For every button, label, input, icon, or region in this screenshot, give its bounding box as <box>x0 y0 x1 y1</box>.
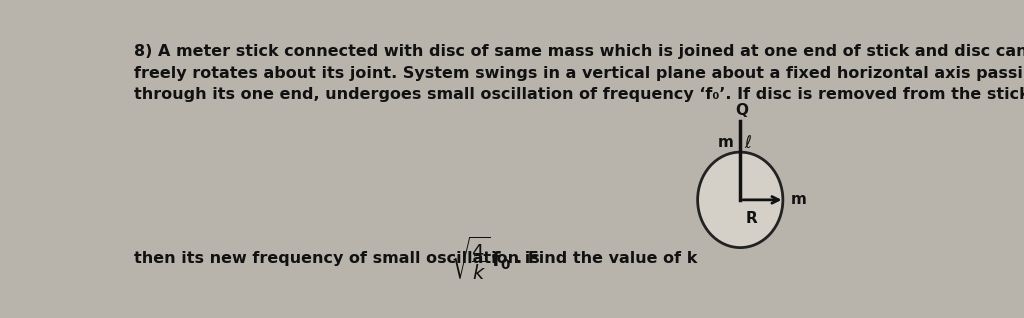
Text: ℓ: ℓ <box>744 134 751 152</box>
Text: $\sqrt{\dfrac{4}{k}}\,\mathbf{f_0}$: $\sqrt{\dfrac{4}{k}}\,\mathbf{f_0}$ <box>450 235 511 282</box>
Text: R: R <box>745 211 757 226</box>
Text: 8) A meter stick connected with disc of same mass which is joined at one end of : 8) A meter stick connected with disc of … <box>134 44 1024 59</box>
Text: . Find the value of k: . Find the value of k <box>515 251 697 266</box>
Text: then its new frequency of small oscillation is: then its new frequency of small oscillat… <box>134 251 546 266</box>
Text: m: m <box>791 192 807 207</box>
Text: freely rotates about its joint. System swings in a vertical plane about a fixed : freely rotates about its joint. System s… <box>134 66 1024 81</box>
Text: Q: Q <box>735 103 749 118</box>
Text: m: m <box>718 135 734 150</box>
Text: through its one end, undergoes small oscillation of frequency ‘f₀’. If disc is r: through its one end, undergoes small osc… <box>134 87 1024 102</box>
Ellipse shape <box>697 152 783 248</box>
